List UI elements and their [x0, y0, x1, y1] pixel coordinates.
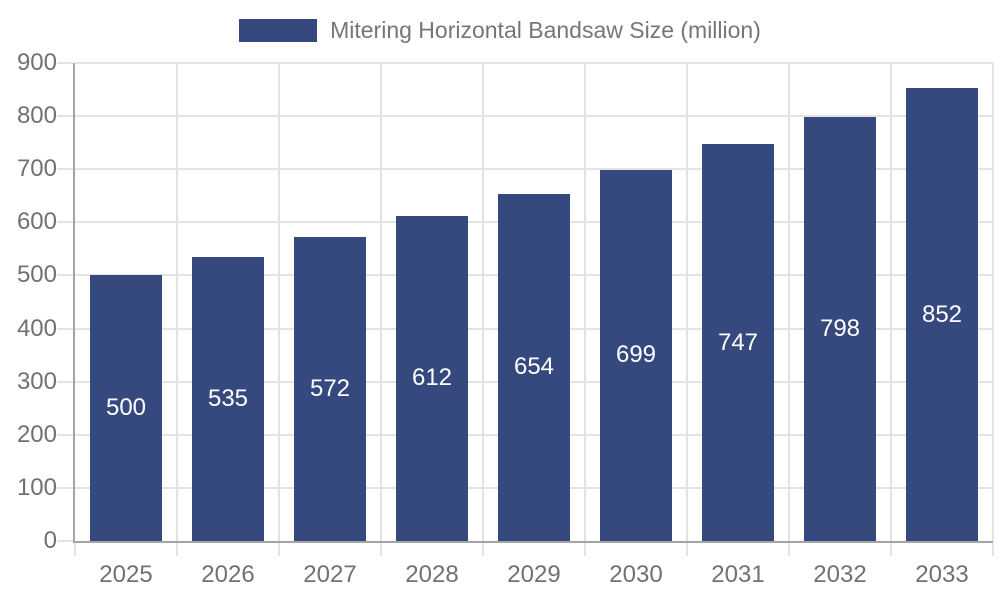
grid-line-v: [686, 63, 688, 541]
x-axis-tick: [176, 543, 178, 556]
x-tick-label: 2031: [711, 561, 765, 588]
y-tick-label: 700: [16, 155, 57, 183]
bar: 535: [192, 256, 264, 541]
y-axis-tick: [57, 540, 73, 542]
x-tick-label: 2032: [813, 561, 867, 588]
x-tick-label: 2028: [405, 561, 459, 588]
y-tick-label: 800: [16, 102, 57, 130]
y-tick-label: 200: [16, 420, 57, 448]
grid-line-h: [75, 168, 993, 171]
bar-value-label: 699: [615, 341, 657, 369]
x-tick-label: 2027: [303, 561, 357, 588]
y-axis-tick: [57, 433, 73, 436]
legend-swatch: [239, 19, 318, 42]
bar-value-label: 798: [819, 315, 861, 343]
bar-value-label: 852: [921, 300, 963, 328]
x-tick-label: 2025: [99, 561, 153, 588]
grid-line-v: [278, 63, 280, 541]
bar-value-label: 535: [207, 384, 249, 412]
grid-line-v: [176, 63, 178, 541]
x-axis-tick: [584, 543, 586, 556]
x-axis-tick: [380, 543, 382, 556]
grid-line-h: [75, 115, 993, 118]
bar: 612: [396, 215, 468, 541]
bar: 747: [702, 144, 774, 541]
x-tick-label: 2030: [609, 561, 663, 588]
legend-label: Mitering Horizontal Bandsaw Size (millio…: [330, 17, 761, 43]
bar: 572: [294, 237, 366, 541]
y-axis-tick: [57, 168, 73, 171]
x-axis-tick: [788, 543, 790, 556]
y-tick-label: 900: [16, 49, 57, 76]
y-tick-label: 300: [16, 367, 57, 395]
bar-value-label: 612: [411, 364, 453, 392]
grid-line-v: [482, 63, 484, 541]
plot-area: 0 100 200 300 400 500 600 700 800 900 500 535 572 612…: [17, 49, 994, 588]
y-axis-tick: [57, 380, 73, 383]
grid-line-h: [75, 62, 993, 64]
y-tick-label: 100: [16, 473, 57, 501]
grid-line-v: [584, 63, 586, 541]
bar-value-label: 747: [717, 328, 759, 356]
y-tick-label: 600: [16, 208, 57, 236]
grid-line-v: [992, 63, 994, 541]
y-axis-tick: [57, 274, 73, 277]
x-axis-tick: [74, 543, 76, 556]
x-axis-tick: [686, 543, 688, 556]
bar: 654: [498, 193, 570, 541]
y-axis-tick: [57, 486, 73, 489]
x-axis-tick: [992, 543, 994, 556]
bar: 699: [600, 169, 672, 541]
bar-value-label: 500: [105, 394, 147, 422]
y-tick-label: 0: [43, 527, 57, 554]
grid-line-v: [380, 63, 382, 541]
bar: 798: [804, 117, 876, 541]
bar: 852: [906, 88, 978, 541]
y-axis-tick: [57, 62, 73, 64]
bar-value-label: 572: [309, 375, 351, 403]
x-axis-tick: [482, 543, 484, 556]
y-tick-label: 500: [16, 261, 57, 289]
x-tick-label: 2029: [507, 561, 561, 588]
x-tick-label: 2033: [915, 561, 969, 588]
grid-line-v: [788, 63, 790, 541]
y-axis-tick: [57, 327, 73, 330]
y-tick-label: 400: [16, 314, 57, 342]
bar: 500: [90, 275, 162, 541]
chart-legend[interactable]: Mitering Horizontal Bandsaw Size (millio…: [0, 17, 1000, 44]
y-axis-tick: [57, 115, 73, 118]
y-axis-tick: [57, 221, 73, 224]
bar-value-label: 654: [513, 353, 555, 381]
grid-line-v: [890, 63, 892, 541]
x-axis-tick: [890, 543, 892, 556]
x-axis-tick: [278, 543, 280, 556]
x-tick-label: 2026: [201, 561, 255, 588]
